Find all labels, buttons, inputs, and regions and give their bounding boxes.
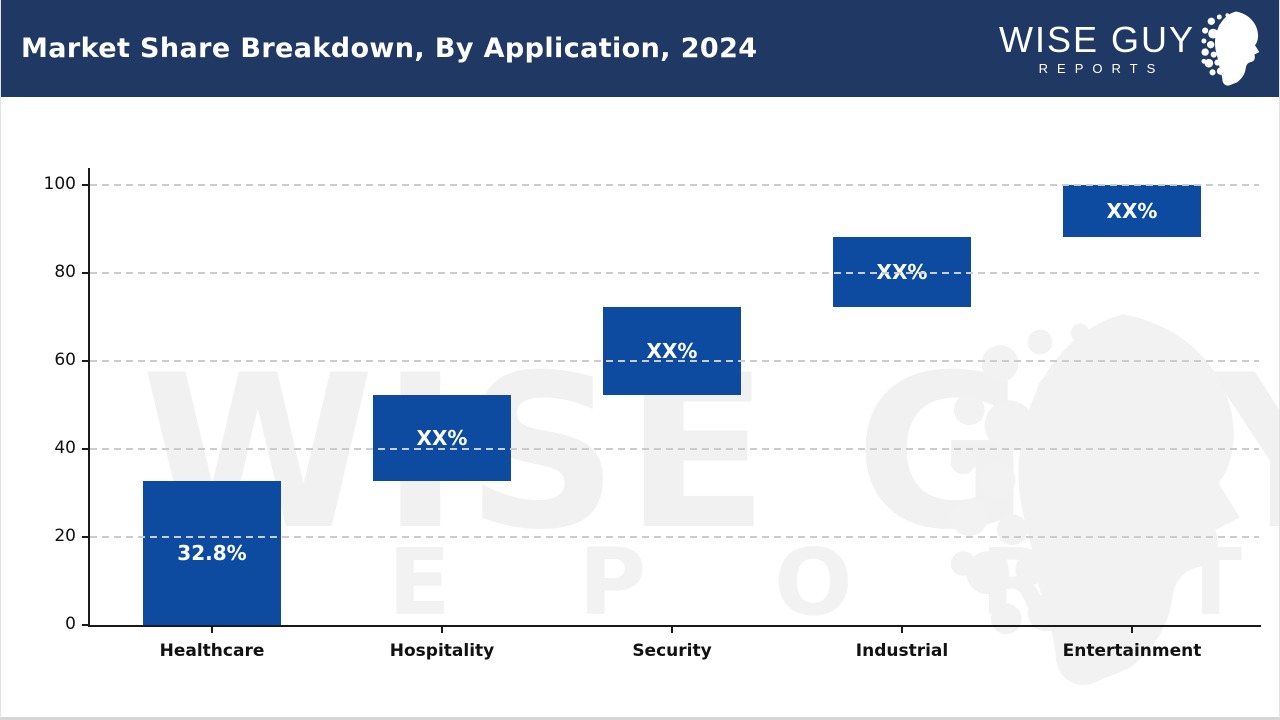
- x-tick-entertainment: [1131, 626, 1133, 633]
- brand-name: WISE GUY: [998, 19, 1195, 60]
- x-axis-line: [88, 625, 1261, 627]
- y-tick-40: [82, 448, 89, 450]
- y-tick-label-80: 80: [54, 262, 76, 282]
- y-tick-label-20: 20: [54, 526, 76, 546]
- y-tick-80: [82, 272, 89, 274]
- chart-canvas: WISE GUY R E P O R T S 02040608010032.8%…: [1, 97, 1279, 717]
- watermark-face-icon: [950, 314, 1241, 685]
- bar-entertainment: XX%: [1063, 185, 1201, 237]
- gridline-60: [90, 360, 1259, 362]
- gridline-40: [90, 448, 1259, 450]
- bar-value-label: XX%: [1106, 198, 1158, 223]
- bar-hospitality: XX%: [373, 394, 511, 481]
- x-tick-hospitality: [441, 626, 443, 633]
- x-tick-label-hospitality: Hospitality: [389, 641, 495, 661]
- brand-logo: WISE GUY REPORTS: [999, 9, 1263, 89]
- y-tick-60: [82, 360, 89, 362]
- bar-value-label: XX%: [646, 339, 698, 364]
- y-tick-label-0: 0: [65, 614, 76, 634]
- y-tick-0: [82, 624, 89, 626]
- bar-security: XX%: [603, 307, 741, 395]
- page-title: Market Share Breakdown, By Application, …: [21, 33, 758, 64]
- gridline-20: [90, 536, 1259, 538]
- bar-value-label: XX%: [416, 425, 468, 450]
- y-tick-label-100: 100: [43, 174, 76, 194]
- brand-subname: REPORTS: [1038, 61, 1165, 76]
- x-tick-healthcare: [211, 626, 213, 633]
- x-tick-industrial: [901, 626, 903, 633]
- gridline-80: [90, 272, 1259, 274]
- y-tick-20: [82, 536, 89, 538]
- plot-area: 0 20 40 60 80 100 32.8% Healthcare XX% Hospitalit…: [1, 97, 1279, 717]
- x-tick-label-security: Security: [632, 641, 712, 661]
- y-axis-line: [88, 168, 90, 627]
- x-tick-label-healthcare: Healthcare: [159, 641, 265, 661]
- x-tick-label-industrial: Industrial: [855, 641, 949, 661]
- y-tick-label-60: 60: [54, 350, 76, 370]
- brand-face-icon: [1201, 10, 1260, 86]
- y-tick-100: [82, 184, 89, 186]
- gridline-100: [90, 184, 1259, 186]
- y-tick-label-40: 40: [54, 438, 76, 458]
- bar-healthcare: 32.8%: [143, 480, 281, 625]
- x-tick-label-entertainment: Entertainment: [1062, 641, 1202, 661]
- x-tick-security: [671, 626, 673, 633]
- bar-value-label: 32.8%: [177, 540, 247, 565]
- header-bar: Market Share Breakdown, By Application, …: [1, 0, 1279, 97]
- brand-text: WISE GUY REPORTS: [998, 19, 1195, 76]
